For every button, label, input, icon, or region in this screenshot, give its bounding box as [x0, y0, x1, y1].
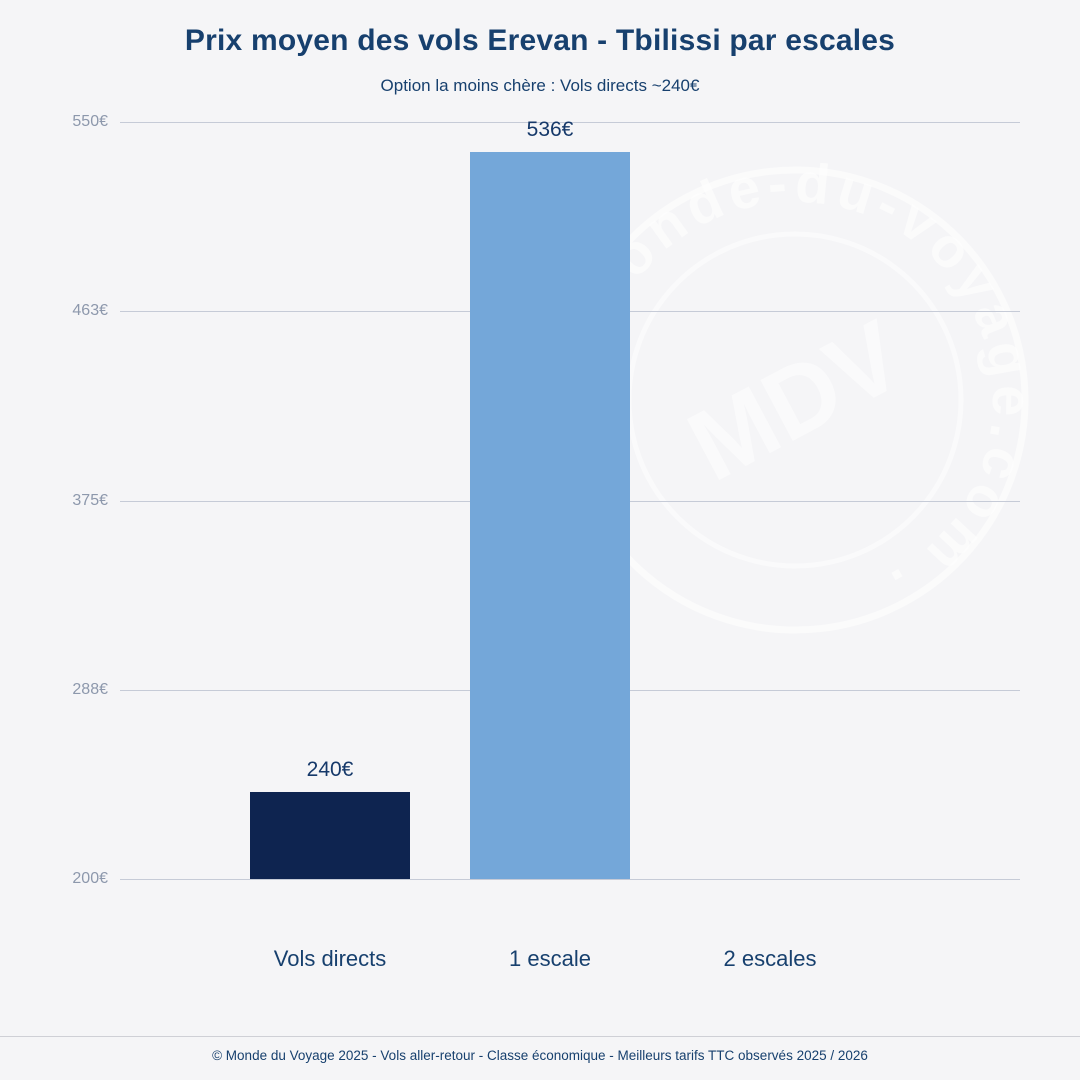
footer-text: © Monde du Voyage 2025 - Vols aller-reto… — [212, 1048, 868, 1063]
chart-title: Prix moyen des vols Erevan - Tbilissi pa… — [184, 24, 896, 57]
category-label-2: 1 escale — [509, 946, 591, 971]
ytick-label: 375€ — [72, 491, 108, 509]
bar-value-label: 240€ — [306, 758, 354, 782]
ytick-label: 288€ — [72, 680, 108, 698]
ytick-label: 200€ — [72, 870, 108, 887]
chart-subtitle: Option la moins chère : Vols directs ~24… — [380, 76, 700, 95]
category-label-3: 2 escales — [723, 946, 817, 971]
gridline — [120, 122, 1020, 123]
ytick-label: 463€ — [72, 302, 108, 320]
bar-value-label: 536€ — [526, 118, 574, 142]
category-label-1: Vols directs — [273, 946, 387, 971]
bar-2 — [470, 152, 630, 879]
bar-1 — [250, 792, 410, 879]
ytick-label: 550€ — [72, 113, 108, 130]
gridline — [120, 879, 1020, 880]
footer-divider — [0, 1036, 1080, 1037]
